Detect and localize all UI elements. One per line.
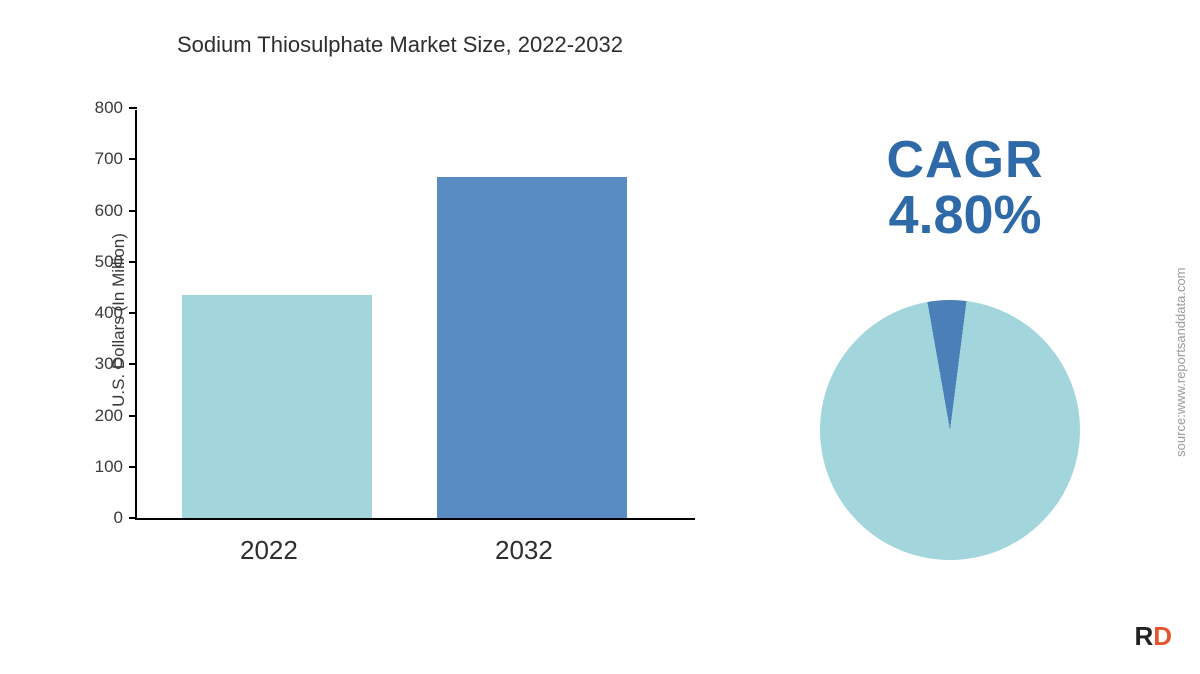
tick-mark bbox=[129, 261, 137, 263]
plot-area: 0100200300400500600700800 bbox=[135, 110, 695, 520]
tick-mark bbox=[129, 363, 137, 365]
bar-chart: U.S. Dollars (In Million) 01002003004005… bbox=[80, 110, 700, 610]
tick-mark bbox=[129, 107, 137, 109]
pie-circle bbox=[820, 300, 1080, 560]
cagr-block: CAGR 4.80% bbox=[800, 130, 1130, 246]
chart-title: Sodium Thiosulphate Market Size, 2022-20… bbox=[0, 32, 800, 58]
tick-label: 0 bbox=[73, 508, 123, 528]
tick-label: 500 bbox=[73, 252, 123, 272]
bar-2022 bbox=[182, 295, 372, 518]
tick-label: 300 bbox=[73, 354, 123, 374]
logo-letter-d: D bbox=[1153, 621, 1172, 651]
cagr-label: CAGR bbox=[800, 130, 1130, 190]
pie-chart bbox=[820, 300, 1080, 560]
tick-mark bbox=[129, 210, 137, 212]
cagr-value: 4.80% bbox=[800, 184, 1130, 246]
brand-logo: RD bbox=[1134, 621, 1172, 652]
tick-label: 600 bbox=[73, 201, 123, 221]
tick-mark bbox=[129, 158, 137, 160]
x-axis-label-2032: 2032 bbox=[495, 535, 553, 566]
tick-label: 400 bbox=[73, 303, 123, 323]
tick-mark bbox=[129, 312, 137, 314]
bar-2032 bbox=[437, 177, 627, 518]
tick-mark bbox=[129, 517, 137, 519]
x-axis-label-2022: 2022 bbox=[240, 535, 298, 566]
tick-mark bbox=[129, 415, 137, 417]
tick-mark bbox=[129, 466, 137, 468]
tick-label: 800 bbox=[73, 98, 123, 118]
tick-label: 700 bbox=[73, 149, 123, 169]
logo-letter-r: R bbox=[1134, 621, 1153, 651]
tick-label: 200 bbox=[73, 406, 123, 426]
source-text: source:www.reportsanddata.com bbox=[1173, 268, 1188, 457]
tick-label: 100 bbox=[73, 457, 123, 477]
